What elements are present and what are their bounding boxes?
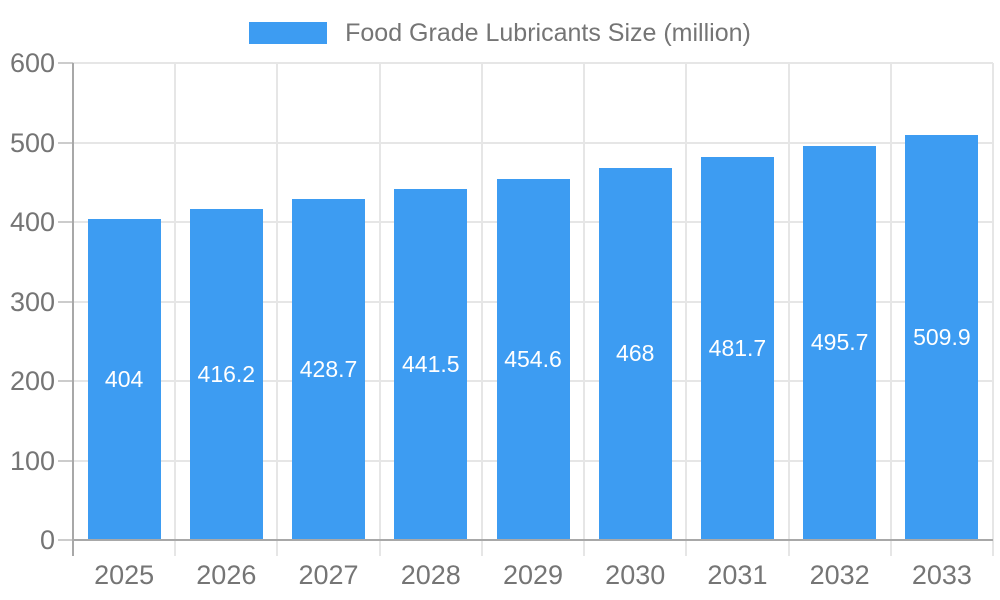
y-tick-label: 600 (9, 48, 55, 78)
h-gridline (73, 141, 993, 144)
x-tick-mark (685, 540, 688, 556)
bar-2032[interactable]: 495.7 (803, 145, 877, 540)
v-gridline (276, 63, 279, 540)
y-tick-mark (58, 141, 73, 144)
legend-label: Food Grade Lubricants Size (million) (345, 18, 751, 47)
y-tick-label: 500 (9, 127, 55, 158)
bar-2031[interactable]: 481.7 (700, 157, 774, 540)
bar-2025[interactable]: 404 (87, 218, 161, 540)
bar-value-label: 468 (616, 340, 655, 367)
y-axis-line (72, 63, 74, 556)
y-tick-mark (58, 539, 73, 541)
y-tick-label: 0 (39, 525, 55, 555)
v-gridline (174, 63, 177, 540)
x-tick-label: 2033 (911, 560, 972, 590)
x-tick-label: 2031 (707, 560, 768, 590)
y-tick-mark (58, 300, 73, 303)
y-tick-mark (58, 459, 73, 462)
x-tick-mark (276, 540, 279, 556)
bar-value-label: 428.7 (299, 356, 358, 383)
v-gridline (685, 63, 688, 540)
bar-2027[interactable]: 428.7 (292, 199, 366, 540)
bar-value-label: 404 (104, 365, 144, 392)
x-tick-label: 2026 (196, 560, 257, 590)
x-tick-label: 2030 (605, 560, 666, 590)
v-gridline (378, 63, 381, 540)
bar-value-label: 509.9 (913, 323, 971, 350)
v-gridline (992, 63, 994, 540)
legend-swatch (249, 22, 328, 44)
x-tick-mark (174, 540, 177, 556)
x-tick-label: 2029 (502, 560, 564, 590)
y-tick-label: 300 (9, 286, 55, 317)
x-tick-label: 2027 (298, 560, 359, 590)
x-tick-label: 2025 (94, 560, 155, 590)
y-tick-label: 100 (9, 445, 55, 476)
x-tick-mark (378, 540, 381, 556)
v-gridline (480, 63, 483, 540)
y-tick-label: 400 (9, 207, 55, 237)
bar-2028[interactable]: 441.5 (394, 189, 468, 540)
v-gridline (583, 63, 586, 540)
x-tick-mark (787, 540, 790, 556)
x-tick-mark (889, 540, 892, 556)
bar-2033[interactable]: 509.9 (905, 134, 979, 540)
x-tick-mark (992, 540, 994, 556)
bar-value-label: 481.7 (708, 335, 767, 362)
x-axis-line (73, 539, 993, 541)
x-tick-mark (583, 540, 586, 556)
bar-value-label: 416.2 (197, 361, 256, 388)
y-tick-mark (58, 62, 73, 64)
v-gridline (889, 63, 892, 540)
x-tick-label: 2028 (400, 560, 461, 590)
x-tick-mark (480, 540, 483, 556)
h-gridline (73, 62, 993, 64)
bar-2029[interactable]: 454.6 (496, 178, 570, 540)
bar-2026[interactable]: 416.2 (189, 209, 263, 540)
y-tick-mark (58, 221, 73, 223)
x-tick-label: 2032 (809, 560, 870, 590)
y-tick-label: 200 (9, 366, 55, 396)
bar-value-label: 454.6 (504, 345, 562, 372)
bar-value-label: 495.7 (810, 329, 869, 356)
y-tick-mark (58, 380, 73, 382)
legend-item[interactable]: Food Grade Lubricants Size (million) (0, 16, 1000, 50)
bar-2030[interactable]: 468 (598, 167, 672, 540)
v-gridline (787, 63, 790, 540)
bar-value-label: 441.5 (401, 350, 460, 377)
